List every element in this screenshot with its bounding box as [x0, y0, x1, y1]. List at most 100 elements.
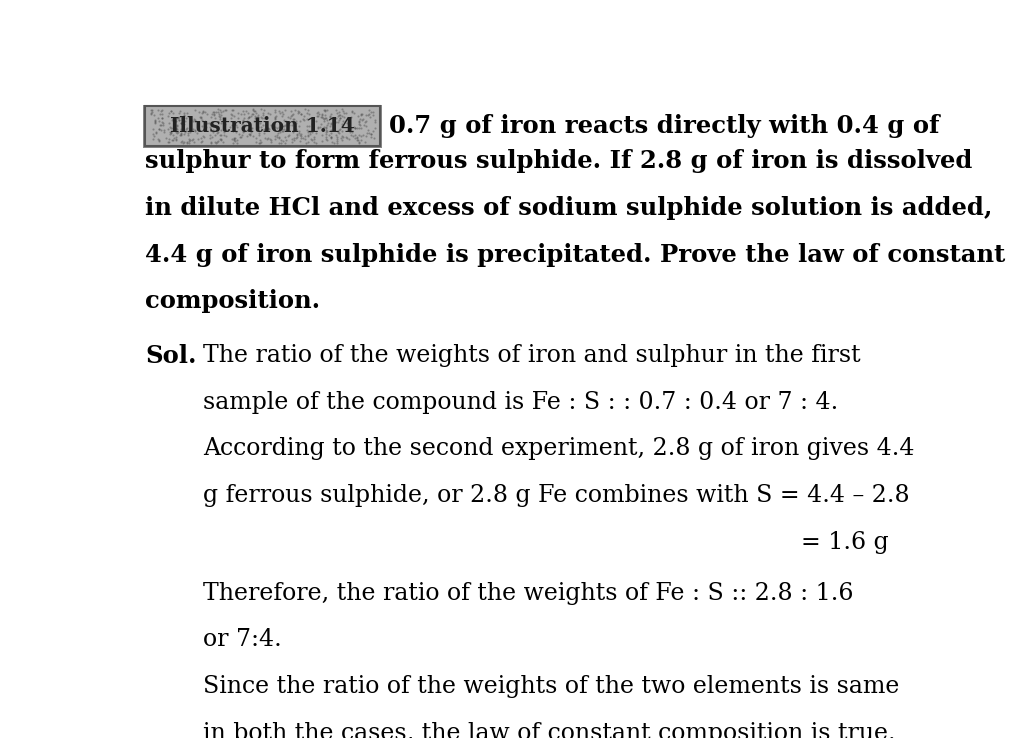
Point: [206, 109, 222, 121]
Point: [326, 112, 342, 124]
Point: [335, 115, 351, 127]
Point: [286, 134, 302, 145]
Point: [299, 113, 315, 125]
Point: [225, 125, 242, 137]
Point: [221, 121, 238, 133]
Point: [216, 129, 232, 141]
Point: [349, 134, 366, 145]
Point: [258, 118, 274, 130]
Point: [267, 130, 284, 142]
Point: [157, 125, 173, 137]
Point: [169, 120, 185, 132]
Point: [167, 134, 183, 146]
Point: [231, 131, 248, 143]
Point: [189, 133, 206, 145]
Point: [278, 131, 294, 143]
Point: [318, 123, 335, 134]
Point: [248, 107, 264, 119]
Point: [175, 137, 191, 148]
Point: [198, 106, 214, 118]
Point: [293, 130, 309, 142]
Point: [355, 113, 372, 125]
Point: [186, 103, 203, 115]
Point: [255, 123, 271, 135]
Point: [205, 106, 221, 117]
Point: [225, 134, 242, 145]
Point: [331, 106, 347, 118]
Point: [334, 117, 350, 129]
Point: [160, 110, 176, 122]
Point: [297, 103, 313, 115]
Point: [331, 114, 347, 126]
Point: [281, 120, 297, 131]
Point: [352, 113, 369, 125]
Point: [242, 129, 258, 141]
Point: [180, 129, 197, 141]
Point: [198, 122, 214, 134]
Point: [227, 135, 244, 147]
Point: [210, 135, 226, 147]
Point: [355, 129, 372, 141]
Point: [300, 130, 316, 142]
Point: [291, 128, 307, 139]
Point: [203, 111, 219, 123]
Point: [170, 125, 186, 137]
Point: [303, 126, 319, 138]
Point: [204, 108, 220, 120]
Point: [350, 136, 367, 148]
Point: [307, 128, 324, 139]
Point: [299, 107, 315, 119]
Point: [177, 126, 194, 138]
Point: [171, 111, 187, 123]
Point: [212, 133, 228, 145]
Point: [267, 133, 284, 145]
Point: [323, 131, 339, 143]
Point: [318, 125, 335, 137]
Point: [312, 118, 329, 130]
Point: [212, 129, 228, 141]
Point: [253, 103, 269, 115]
Point: [284, 133, 300, 145]
Point: [213, 128, 229, 140]
Point: [176, 128, 193, 139]
Point: [212, 106, 228, 118]
Point: [223, 108, 240, 120]
Point: [331, 124, 347, 136]
Point: [332, 111, 348, 123]
Point: [186, 136, 203, 148]
Point: [305, 136, 322, 148]
Point: [329, 135, 345, 147]
Point: [243, 123, 259, 134]
Point: [324, 117, 340, 129]
Text: composition.: composition.: [145, 289, 321, 313]
Point: [328, 128, 344, 140]
Point: [354, 114, 371, 126]
Point: [182, 125, 199, 137]
Point: [270, 127, 287, 139]
Point: [225, 119, 242, 131]
Point: [224, 104, 241, 116]
Point: [261, 134, 278, 145]
Point: [171, 114, 187, 126]
Point: [168, 125, 184, 137]
Point: [161, 137, 177, 148]
Point: [304, 134, 321, 146]
Point: [209, 116, 225, 128]
Point: [322, 129, 338, 141]
Point: [154, 108, 170, 120]
Point: [173, 128, 189, 139]
Text: sample of the compound is Fe : S : : 0.7 : 0.4 or 7 : 4.: sample of the compound is Fe : S : : 0.7…: [204, 391, 839, 414]
Text: According to the second experiment, 2.8 g of iron gives 4.4: According to the second experiment, 2.8 …: [204, 438, 914, 461]
Point: [276, 104, 293, 116]
Point: [171, 108, 187, 120]
Point: [317, 128, 334, 139]
Point: [217, 104, 233, 116]
Point: [174, 117, 190, 129]
Point: [315, 112, 332, 124]
Point: [201, 117, 217, 129]
Point: [162, 125, 178, 137]
Point: [359, 124, 376, 136]
Point: [176, 110, 193, 122]
Point: [286, 113, 302, 125]
Point: [335, 131, 351, 143]
